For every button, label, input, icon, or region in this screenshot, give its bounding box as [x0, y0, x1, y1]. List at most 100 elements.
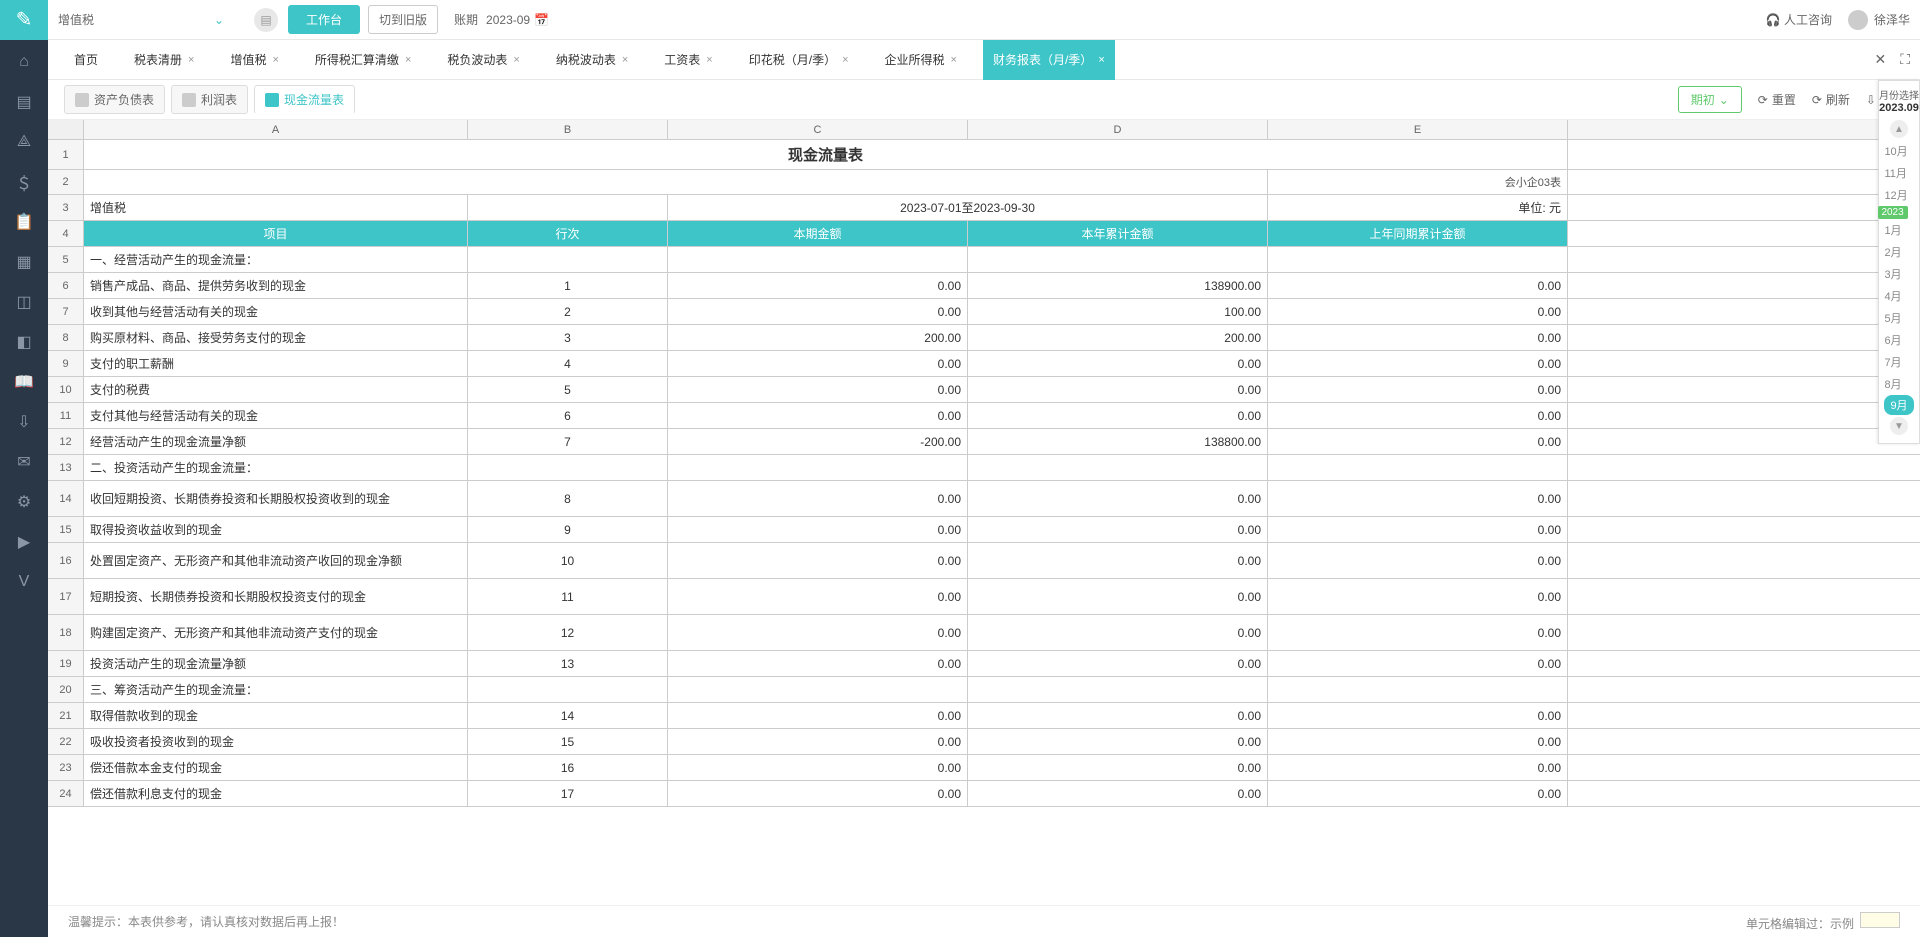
row-header[interactable]: 2	[48, 170, 84, 194]
cell[interactable]: 单位: 元	[1268, 195, 1568, 220]
cell[interactable]: 上年同期累计金额	[1268, 221, 1568, 246]
user-menu[interactable]: 徐泽华	[1848, 10, 1910, 30]
tab-所得税汇算清缴[interactable]: 所得税汇算清缴×	[305, 40, 421, 80]
col-header-A[interactable]: A	[84, 120, 468, 139]
row-header[interactable]: 21	[48, 703, 84, 728]
tab-工资表[interactable]: 工资表×	[654, 40, 722, 80]
cell[interactable]: 购买原材料、商品、接受劳务支付的现金	[84, 325, 468, 350]
cell[interactable]: 0.00	[668, 579, 968, 614]
cell[interactable]: 吸收投资者投资收到的现金	[84, 729, 468, 754]
row-header[interactable]: 17	[48, 579, 84, 614]
row-header[interactable]: 6	[48, 273, 84, 298]
cell[interactable]: 0.00	[968, 543, 1268, 578]
cell[interactable]: 行次	[468, 221, 668, 246]
cell[interactable]: 17	[468, 781, 668, 806]
cell[interactable]: 项目	[84, 221, 468, 246]
consult-link[interactable]: 🎧 人工咨询	[1766, 11, 1832, 28]
sheet-corner[interactable]	[48, 120, 84, 139]
cell[interactable]: 6	[468, 403, 668, 428]
cell[interactable]: -200.00	[668, 429, 968, 454]
cell[interactable]: 7	[468, 429, 668, 454]
cell[interactable]	[1268, 455, 1568, 480]
row-header[interactable]: 16	[48, 543, 84, 578]
cell[interactable]: 0.00	[668, 377, 968, 402]
cell[interactable]: 偿还借款利息支付的现金	[84, 781, 468, 806]
cell[interactable]: 0.00	[1268, 481, 1568, 516]
cell[interactable]: 投资活动产生的现金流量净额	[84, 651, 468, 676]
col-header-D[interactable]: D	[968, 120, 1268, 139]
cell[interactable]: 11	[468, 579, 668, 614]
cell[interactable]	[668, 247, 968, 272]
cell[interactable]: 0.00	[1268, 429, 1568, 454]
cell[interactable]: 支付其他与经营活动有关的现金	[84, 403, 468, 428]
sidebar-item-template[interactable]: ◫	[14, 292, 34, 312]
cell[interactable]: 0.00	[1268, 299, 1568, 324]
month-item[interactable]: 8月	[1884, 373, 1913, 395]
cell[interactable]: 收到其他与经营活动有关的现金	[84, 299, 468, 324]
cell[interactable]: 4	[468, 351, 668, 376]
cell[interactable]: 0.00	[968, 651, 1268, 676]
cell[interactable]: 200.00	[668, 325, 968, 350]
period-value[interactable]: 2023-09	[486, 13, 530, 27]
close-icon[interactable]: ×	[706, 54, 712, 66]
row-header[interactable]: 18	[48, 615, 84, 650]
cell[interactable]	[1268, 247, 1568, 272]
cell[interactable]: 0.00	[668, 615, 968, 650]
row-header[interactable]: 8	[48, 325, 84, 350]
cell[interactable]: 8	[468, 481, 668, 516]
month-up-icon[interactable]: ▲	[1890, 120, 1908, 138]
cell[interactable]: 0.00	[668, 755, 968, 780]
tab-税负波动表[interactable]: 税负波动表×	[437, 40, 529, 80]
month-item[interactable]: 12月	[1884, 184, 1913, 206]
month-item[interactable]: 1月	[1884, 219, 1913, 241]
row-header[interactable]: 15	[48, 517, 84, 542]
close-icon[interactable]: ×	[513, 54, 519, 66]
row-header[interactable]: 12	[48, 429, 84, 454]
row-header[interactable]: 20	[48, 677, 84, 702]
company-selector[interactable]: 增值税 ⌄	[58, 11, 238, 28]
month-item[interactable]: 6月	[1884, 329, 1913, 351]
row-header[interactable]: 5	[48, 247, 84, 272]
old-version-button[interactable]: 切到旧版	[368, 5, 438, 34]
cell[interactable]: 0.00	[1268, 651, 1568, 676]
cell[interactable]: 200.00	[968, 325, 1268, 350]
cell[interactable]: 一、经营活动产生的现金流量：	[84, 247, 468, 272]
period-first-button[interactable]: 期初 ⌄	[1678, 86, 1742, 113]
cell[interactable]: 0.00	[668, 273, 968, 298]
sidebar-item-gear[interactable]: ⚙	[14, 492, 34, 512]
row-header[interactable]: 7	[48, 299, 84, 324]
cell[interactable]: 16	[468, 755, 668, 780]
cell[interactable]: 0.00	[668, 543, 968, 578]
cell[interactable]: 0.00	[968, 755, 1268, 780]
sidebar-item-v[interactable]: V	[14, 572, 34, 592]
row-header[interactable]: 22	[48, 729, 84, 754]
cell[interactable]	[468, 247, 668, 272]
tab-印花税（月/季）[interactable]: 印花税（月/季）×	[739, 40, 859, 80]
month-item[interactable]: 9月	[1884, 395, 1913, 415]
sidebar-item-chart[interactable]: ⟁	[14, 132, 34, 152]
cell[interactable]: 100.00	[968, 299, 1268, 324]
row-header[interactable]: 11	[48, 403, 84, 428]
doc-circle-icon[interactable]: ▤	[254, 8, 278, 32]
cell[interactable]	[968, 455, 1268, 480]
cell[interactable]: 0.00	[1268, 325, 1568, 350]
cell[interactable]: 0.00	[968, 703, 1268, 728]
cell[interactable]: 0.00	[1268, 273, 1568, 298]
cell[interactable]: 0.00	[968, 403, 1268, 428]
cell[interactable]: 0.00	[668, 703, 968, 728]
cell[interactable]: 0.00	[968, 481, 1268, 516]
cell[interactable]: 1	[468, 273, 668, 298]
row-header[interactable]: 10	[48, 377, 84, 402]
subtab-现金流量表[interactable]: 现金流量表	[254, 85, 355, 114]
cell[interactable]: 0.00	[668, 651, 968, 676]
cell[interactable]: 销售产成品、商品、提供劳务收到的现金	[84, 273, 468, 298]
cell[interactable]: 0.00	[968, 517, 1268, 542]
col-header-E[interactable]: E	[1268, 120, 1568, 139]
cell[interactable]	[468, 455, 668, 480]
tab-纳税波动表[interactable]: 纳税波动表×	[546, 40, 638, 80]
row-header[interactable]: 23	[48, 755, 84, 780]
sidebar-item-clipboard[interactable]: 📋	[14, 212, 34, 232]
cell[interactable]: 本期金额	[668, 221, 968, 246]
tab-财务报表（月/季）[interactable]: 财务报表（月/季）×	[983, 40, 1115, 80]
month-item[interactable]: 10月	[1884, 140, 1913, 162]
